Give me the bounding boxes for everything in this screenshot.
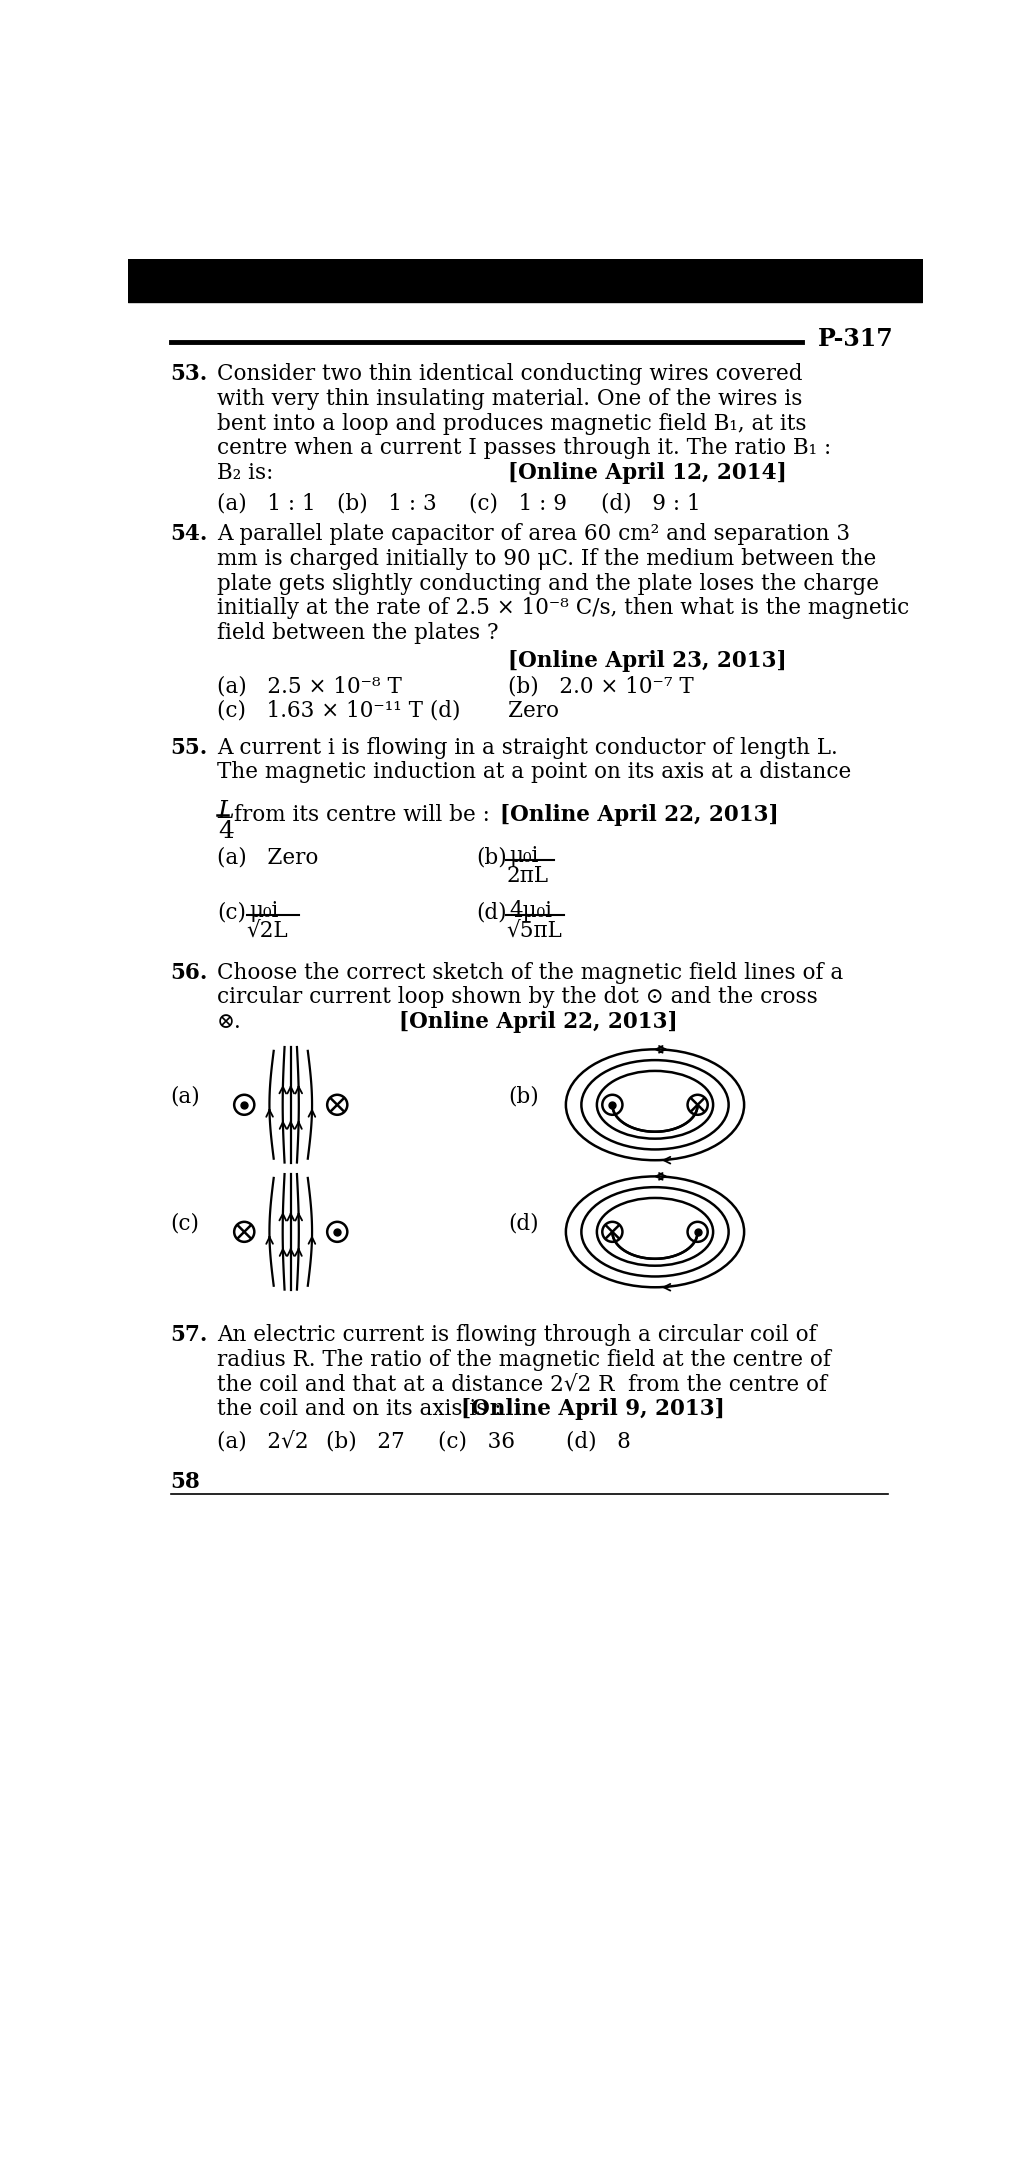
Text: Zero: Zero <box>508 700 559 722</box>
Text: P-317: P-317 <box>818 326 894 350</box>
Text: (a)   2√2: (a) 2√2 <box>217 1431 309 1452</box>
Text: (b): (b) <box>477 847 508 869</box>
Text: (a)   Zero: (a) Zero <box>217 847 318 869</box>
Text: μ₀i: μ₀i <box>250 899 280 923</box>
Text: the coil and on its axis is :: the coil and on its axis is : <box>217 1398 502 1420</box>
Text: (c)   36: (c) 36 <box>438 1431 515 1452</box>
Text: (a)   2.5 × 10⁻⁸ T: (a) 2.5 × 10⁻⁸ T <box>217 674 402 698</box>
Text: (b)   1 : 3: (b) 1 : 3 <box>337 493 437 514</box>
Text: μ₀i: μ₀i <box>509 845 539 867</box>
Text: bent into a loop and produces magnetic field B₁, at its: bent into a loop and produces magnetic f… <box>217 413 807 434</box>
Text: (c)   1.63 × 10⁻¹¹ T (d): (c) 1.63 × 10⁻¹¹ T (d) <box>217 700 461 722</box>
Text: initially at the rate of 2.5 × 10⁻⁸ C/s, then what is the magnetic: initially at the rate of 2.5 × 10⁻⁸ C/s,… <box>217 596 909 620</box>
Text: L: L <box>217 800 233 823</box>
Text: (a)   1 : 1: (a) 1 : 1 <box>217 493 315 514</box>
Text: 4: 4 <box>219 819 234 843</box>
Text: from its centre will be :: from its centre will be : <box>234 804 490 826</box>
Text: √2L: √2L <box>247 921 288 942</box>
Text: (b)   27: (b) 27 <box>326 1431 404 1452</box>
Text: √5πL: √5πL <box>506 921 562 942</box>
Text: [Online April 22, 2013]: [Online April 22, 2013] <box>500 804 778 826</box>
Text: [Online April 22, 2013]: [Online April 22, 2013] <box>399 1011 678 1033</box>
Text: An electric current is flowing through a circular coil of: An electric current is flowing through a… <box>217 1325 817 1346</box>
Text: radius R. The ratio of the magnetic field at the centre of: radius R. The ratio of the magnetic fiel… <box>217 1348 831 1370</box>
Text: [Online April 12, 2014]: [Online April 12, 2014] <box>508 462 786 484</box>
Text: (d)   9 : 1: (d) 9 : 1 <box>601 493 700 514</box>
Text: [Online April 23, 2013]: [Online April 23, 2013] <box>508 650 786 672</box>
Text: 53.: 53. <box>171 363 208 385</box>
Text: 4μ₀i: 4μ₀i <box>509 899 552 923</box>
Text: A parallel plate capacitor of area 60 cm² and separation 3: A parallel plate capacitor of area 60 cm… <box>217 523 850 545</box>
Text: 2πL: 2πL <box>506 864 548 886</box>
Text: (d): (d) <box>508 1212 539 1234</box>
Text: [Online April 9, 2013]: [Online April 9, 2013] <box>461 1398 725 1420</box>
Text: Choose the correct sketch of the magnetic field lines of a: Choose the correct sketch of the magneti… <box>217 962 844 983</box>
Text: 57.: 57. <box>171 1325 208 1346</box>
Text: centre when a current I passes through it. The ratio B₁ :: centre when a current I passes through i… <box>217 437 831 458</box>
Text: (d)   8: (d) 8 <box>566 1431 631 1452</box>
Text: circular current loop shown by the dot ⊙ and the cross: circular current loop shown by the dot ⊙… <box>217 985 818 1009</box>
Text: with very thin insulating material. One of the wires is: with very thin insulating material. One … <box>217 389 803 411</box>
Text: 54.: 54. <box>171 523 208 545</box>
Text: 58: 58 <box>171 1469 201 1493</box>
Text: (a): (a) <box>171 1085 201 1109</box>
Text: (d): (d) <box>477 901 507 923</box>
Text: 56.: 56. <box>171 962 208 983</box>
Text: (c)   1 : 9: (c) 1 : 9 <box>469 493 567 514</box>
Text: mm is charged initially to 90 μC. If the medium between the: mm is charged initially to 90 μC. If the… <box>217 549 877 571</box>
Text: A current i is flowing in a straight conductor of length L.: A current i is flowing in a straight con… <box>217 737 838 759</box>
Text: the coil and that at a distance 2√2 R  from the centre of: the coil and that at a distance 2√2 R fr… <box>217 1374 827 1396</box>
Text: (b)   2.0 × 10⁻⁷ T: (b) 2.0 × 10⁻⁷ T <box>508 674 693 698</box>
Text: 55.: 55. <box>171 737 208 759</box>
Text: plate gets slightly conducting and the plate loses the charge: plate gets slightly conducting and the p… <box>217 573 880 594</box>
Text: field between the plates ?: field between the plates ? <box>217 622 499 644</box>
Text: (c): (c) <box>217 901 246 923</box>
Text: The magnetic induction at a point on its axis at a distance: The magnetic induction at a point on its… <box>217 761 851 782</box>
Text: (c): (c) <box>171 1212 200 1234</box>
Text: (b): (b) <box>508 1085 539 1109</box>
Text: B₂ is:: B₂ is: <box>217 462 273 484</box>
Text: Consider two thin identical conducting wires covered: Consider two thin identical conducting w… <box>217 363 803 385</box>
Text: ⊗.: ⊗. <box>217 1011 242 1033</box>
